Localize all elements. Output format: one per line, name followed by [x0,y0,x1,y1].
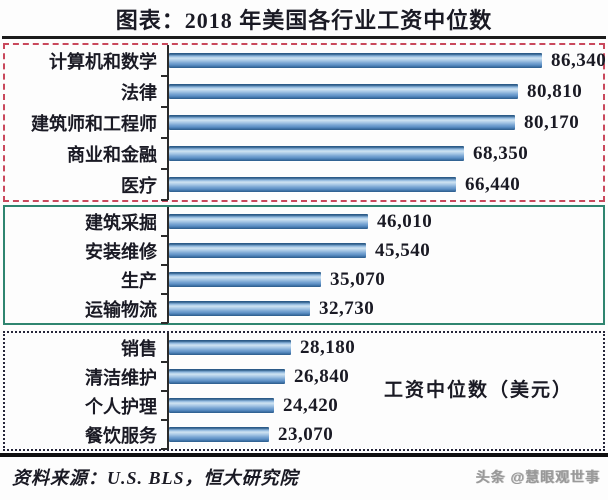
bar [169,272,321,287]
bar-row: 法律 80,810 [5,76,603,108]
value-axis-title: 工资中位数（美元） [383,380,573,401]
category-label: 餐饮服务 [85,425,157,446]
bar [169,53,542,68]
plot-area: 计算机和数学 86,340 法律 80,810 建筑师和工程师 80,170 商业和金融 68… [0,39,608,451]
bar-track: 24,420 [161,391,603,421]
category-label: 安装维修 [85,241,157,262]
bar-track: 80,810 [161,76,603,108]
category-label: 计算机和数学 [49,51,157,72]
bar [169,301,310,316]
footer-divider [0,453,608,457]
category-label: 生产 [121,270,157,291]
category-label: 清洁维护 [85,367,157,388]
title-divider [2,36,606,39]
value-label: 24,420 [283,394,339,416]
bar [169,398,274,413]
category-label: 运输物流 [85,299,157,320]
bar-row: 计算机和数学 86,340 [5,45,607,77]
category-label: 个人护理 [85,396,157,417]
value-label: 68,350 [473,142,529,164]
footer: 资料来源：U.S. BLS，恒大研究院 头条 @慧眼观世事 [0,457,608,490]
bar-track: 23,070 [161,420,603,450]
value-label: 46,010 [377,210,433,232]
bar-row: 商业和金融 68,350 [5,138,603,170]
chart-title: 图表：2018 年美国各行业工资中位数 [115,8,493,33]
bar [169,243,366,258]
bar-row: 建筑师和工程师 80,170 [5,107,603,139]
bar-track: 68,350 [161,138,603,170]
value-label: 35,070 [330,268,386,290]
bar [169,214,368,229]
bar-row: 安装维修 45,540 [5,236,603,266]
chart-header: 图表：2018 年美国各行业工资中位数 [0,0,608,35]
bar-track: 86,340 [160,45,607,77]
watermark: 头条 @慧眼观世事 [475,469,600,485]
bar-row: 餐饮服务 23,070 [5,420,603,450]
value-label: 45,540 [375,239,431,261]
bar-row: 清洁维护 26,840 [5,362,603,392]
bar-group-middle-industries: 建筑采掘 46,010 安装维修 45,540 生产 35,070 运输物流 32,730 [3,205,605,325]
bar-group-bottom-industries: 工资中位数（美元） 销售 28,180 清洁维护 26,840 个人护理 24,420 餐饮… [3,331,605,451]
bar [169,115,515,130]
bar [169,369,285,384]
bar-row: 个人护理 24,420 [5,391,603,421]
category-label: 建筑采掘 [85,212,157,233]
bar [169,146,464,161]
value-label: 80,810 [527,80,583,102]
bar-track: 66,440 [161,169,603,201]
bar-track: 45,540 [161,236,603,266]
category-label: 建筑师和工程师 [31,113,157,134]
bar-row: 生产 35,070 [5,265,603,295]
value-label: 23,070 [278,423,334,445]
category-label: 商业和金融 [67,144,157,165]
bar-track: 26,840 [161,362,603,392]
value-label: 26,840 [294,365,350,387]
value-label: 80,170 [524,111,580,133]
bar-row: 运输物流 32,730 [5,294,603,324]
bar [169,177,456,192]
category-label: 销售 [121,338,157,359]
bar [169,340,291,355]
bar-track: 35,070 [161,265,603,295]
value-label: 28,180 [300,336,356,358]
value-label: 86,340 [551,49,607,71]
value-label: 66,440 [465,173,521,195]
category-label: 医疗 [121,175,157,196]
value-label: 32,730 [319,297,375,319]
bar-track: 32,730 [161,294,603,324]
bar-row: 销售 28,180 [5,333,603,363]
bar-row: 医疗 66,440 [5,169,603,201]
bar-row: 建筑采掘 46,010 [5,207,603,237]
bar [169,427,269,442]
bar-track: 80,170 [161,107,603,139]
category-label: 法律 [121,82,157,103]
bar-track: 28,180 [161,333,603,363]
bar [169,84,518,99]
bar-group-top-industries: 计算机和数学 86,340 法律 80,810 建筑师和工程师 80,170 商业和金融 68… [3,43,607,202]
bar-track: 46,010 [161,207,603,237]
source-note: 资料来源：U.S. BLS，恒大研究院 [12,468,299,488]
